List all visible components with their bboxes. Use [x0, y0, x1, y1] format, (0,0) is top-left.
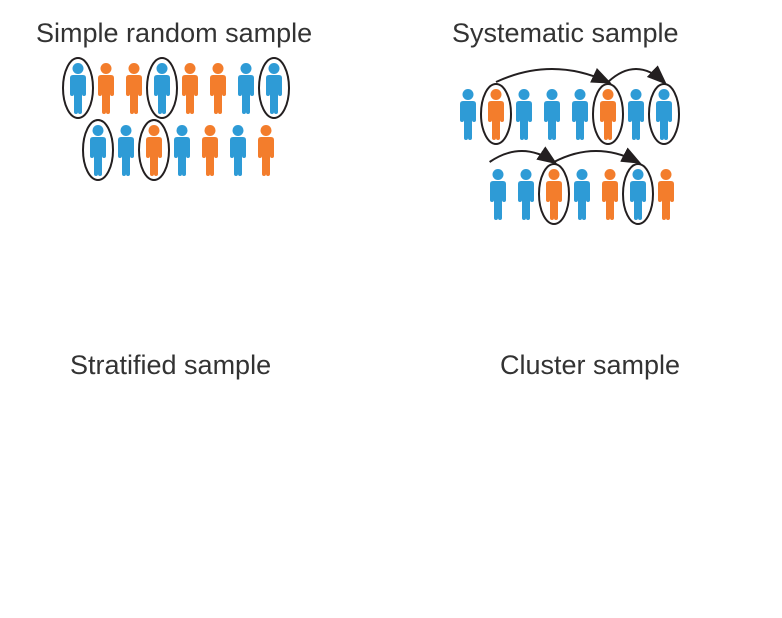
sampling-methods-diagram: Simple random sample Systematic sample S… [0, 0, 782, 618]
title-cluster: Cluster sample [500, 350, 680, 381]
title-stratified: Stratified sample [70, 350, 271, 381]
diagram-cluster [0, 0, 782, 250]
